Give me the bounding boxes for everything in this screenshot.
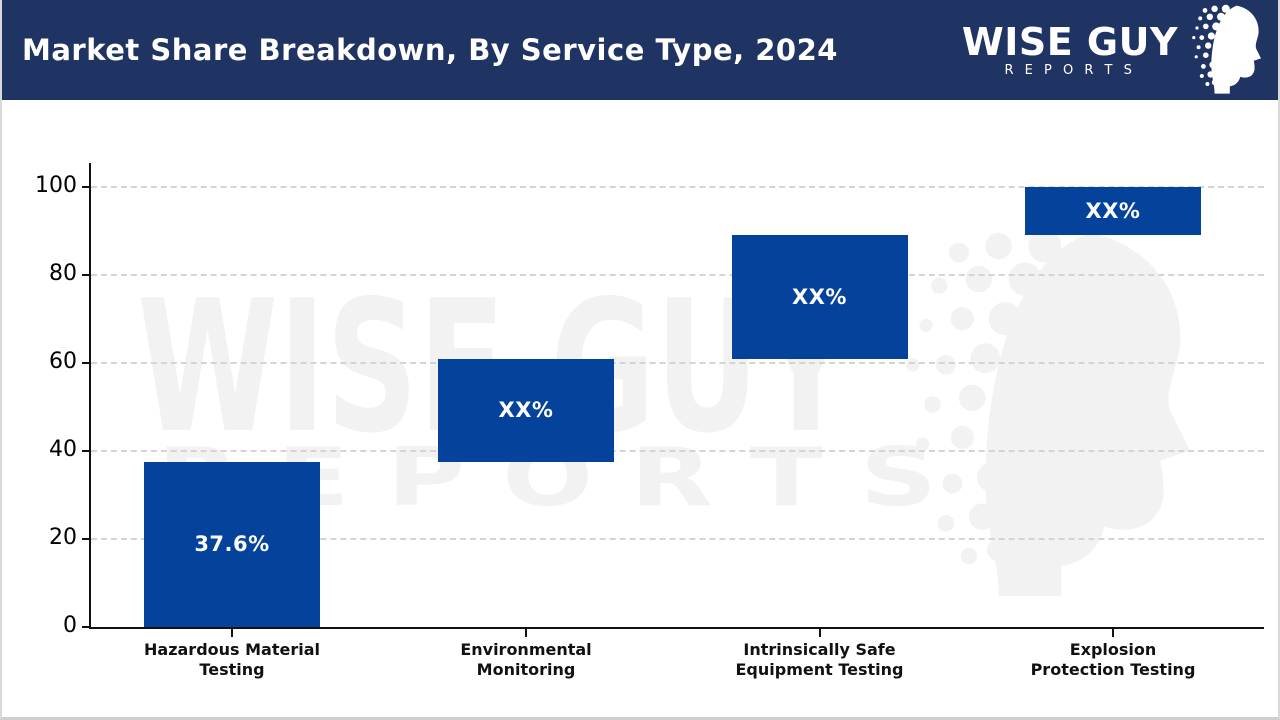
y-tick-40 [82, 450, 91, 452]
y-tick-100 [82, 186, 91, 188]
y-tick-0 [82, 626, 91, 628]
y-tick-60 [82, 362, 91, 364]
y-tick-80 [82, 274, 91, 276]
logo-wordmark: WISE GUY R E P O R T S [962, 23, 1178, 77]
x-category-label-line: Environmental [460, 640, 592, 659]
y-tick-label-0: 0 [63, 613, 77, 638]
wiseguy-logo: WISE GUY R E P O R T S [962, 4, 1262, 96]
gridline-40 [91, 450, 1264, 452]
header-bar: Market Share Breakdown, By Service Type,… [2, 0, 1278, 100]
y-tick-label-20: 20 [49, 525, 77, 550]
bar-explosion-protection-testing: XX% [1025, 187, 1201, 236]
x-category-label-line: Monitoring [476, 660, 576, 679]
watermark-face-icon [860, 225, 1190, 607]
x-category-label-environmental-monitoring: Environmental Monitoring [376, 640, 676, 680]
logo-wordmark-sub: R E P O R T S [1004, 63, 1136, 78]
gridline-60 [91, 362, 1264, 364]
x-category-label-line: Testing [199, 660, 265, 679]
x-category-label-intrinsically-safe-equipment-testing: Intrinsically Safe Equipment Testing [670, 640, 970, 680]
gridline-100 [91, 186, 1264, 188]
y-tick-20 [82, 538, 91, 540]
y-tick-label-100: 100 [35, 173, 77, 198]
bar-value-label-hazardous-material-testing: 37.6% [194, 532, 270, 557]
y-tick-label-60: 60 [49, 349, 77, 374]
x-category-label-line: Hazardous Material [144, 640, 320, 659]
bar-value-label-intrinsically-safe-equipment-testing: XX% [792, 284, 847, 309]
x-tick-intrinsically-safe-equipment-testing [818, 629, 821, 637]
y-axis-line [89, 163, 91, 629]
bar-intrinsically-safe-equipment-testing: XX% [731, 235, 908, 359]
bar-value-label-explosion-protection-testing: XX% [1085, 199, 1141, 224]
logo-wordmark-main: WISE GUY [961, 20, 1178, 64]
x-tick-explosion-protection-testing [1112, 629, 1114, 637]
gridline-20 [91, 538, 1264, 540]
y-tick-label-40: 40 [49, 437, 77, 462]
x-category-label-line: Equipment Testing [735, 660, 904, 679]
x-tick-hazardous-material-testing [231, 629, 233, 637]
x-category-label-explosion-protection-testing: Explosion Protection Testing [963, 640, 1263, 680]
x-category-label-line: Intrinsically Safe [743, 640, 896, 659]
bar-environmental-monitoring: XX% [438, 358, 614, 462]
page-title: Market Share Breakdown, By Service Type,… [22, 33, 838, 67]
x-axis-line [89, 627, 1264, 629]
logo-face-icon [1180, 4, 1262, 96]
x-category-label-line: Explosion [1069, 640, 1157, 659]
x-tick-environmental-monitoring [525, 629, 527, 637]
bar-value-label-environmental-monitoring: XX% [498, 398, 554, 423]
bar-hazardous-material-testing: 37.6% [144, 461, 320, 627]
x-category-label-hazardous-material-testing: Hazardous Material Testing [82, 640, 382, 680]
x-category-label-line: Protection Testing [1030, 660, 1196, 679]
gridline-80 [91, 274, 1264, 276]
y-tick-label-80: 80 [49, 261, 77, 286]
